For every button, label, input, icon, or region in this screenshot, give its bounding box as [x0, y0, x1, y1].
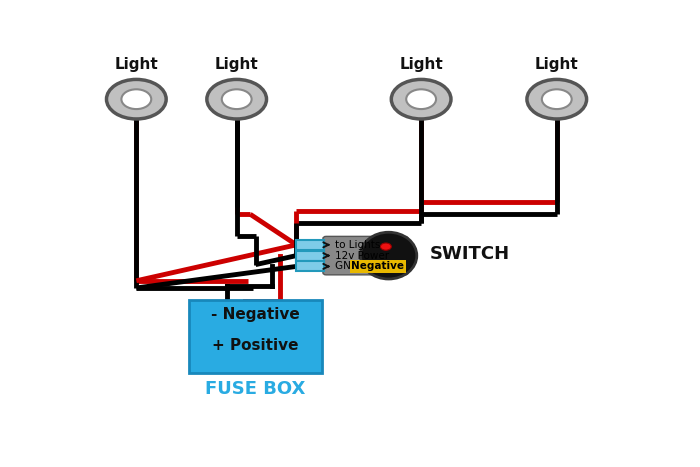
FancyBboxPatch shape	[190, 300, 322, 373]
Circle shape	[121, 89, 151, 109]
Circle shape	[106, 79, 166, 119]
FancyBboxPatch shape	[296, 251, 324, 261]
Text: Negative: Negative	[351, 262, 404, 271]
Text: Light: Light	[535, 57, 579, 72]
Circle shape	[527, 79, 587, 119]
Text: + Positive: + Positive	[212, 338, 299, 353]
Text: to Lights: to Lights	[335, 240, 381, 250]
FancyBboxPatch shape	[296, 262, 324, 271]
Text: - Negative: - Negative	[211, 307, 300, 322]
Circle shape	[391, 79, 451, 119]
Circle shape	[207, 79, 267, 119]
Text: GND,: GND,	[335, 262, 366, 271]
FancyBboxPatch shape	[323, 236, 408, 275]
Text: 12v Power: 12v Power	[335, 251, 389, 261]
Ellipse shape	[360, 232, 416, 279]
Text: Light: Light	[114, 57, 158, 72]
Circle shape	[381, 243, 391, 250]
FancyBboxPatch shape	[296, 240, 324, 250]
Text: FUSE BOX: FUSE BOX	[206, 380, 306, 398]
Circle shape	[542, 89, 572, 109]
Text: SWITCH: SWITCH	[429, 245, 510, 263]
Circle shape	[222, 89, 251, 109]
Text: Light: Light	[399, 57, 443, 72]
Circle shape	[406, 89, 436, 109]
Text: Light: Light	[215, 57, 258, 72]
